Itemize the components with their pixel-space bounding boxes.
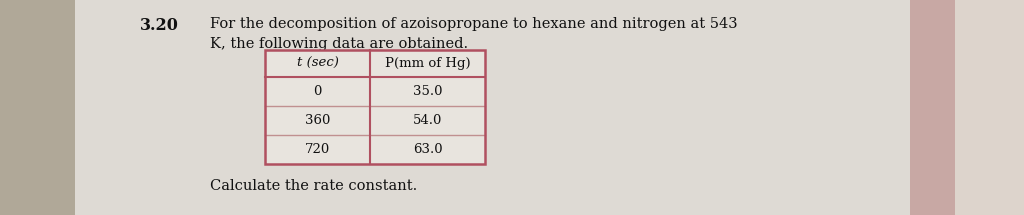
- Text: 3.20: 3.20: [140, 17, 179, 34]
- Text: 360: 360: [305, 114, 330, 127]
- Bar: [955, 0, 1024, 215]
- Text: 54.0: 54.0: [413, 114, 442, 127]
- Text: For the decomposition of azoisopropane to hexane and nitrogen at 543: For the decomposition of azoisopropane t…: [210, 17, 737, 31]
- Bar: [0, 0, 75, 215]
- Text: P(mm of Hg): P(mm of Hg): [385, 57, 470, 70]
- Text: 63.0: 63.0: [413, 143, 442, 156]
- Text: 720: 720: [305, 143, 330, 156]
- Bar: [910, 0, 955, 215]
- Bar: [265, 50, 485, 164]
- Text: Calculate the rate constant.: Calculate the rate constant.: [210, 179, 417, 193]
- Text: t (sec): t (sec): [297, 57, 339, 70]
- Bar: [265, 50, 485, 164]
- Text: K, the following data are obtained.: K, the following data are obtained.: [210, 37, 468, 51]
- Text: 35.0: 35.0: [413, 85, 442, 98]
- Text: 0: 0: [313, 85, 322, 98]
